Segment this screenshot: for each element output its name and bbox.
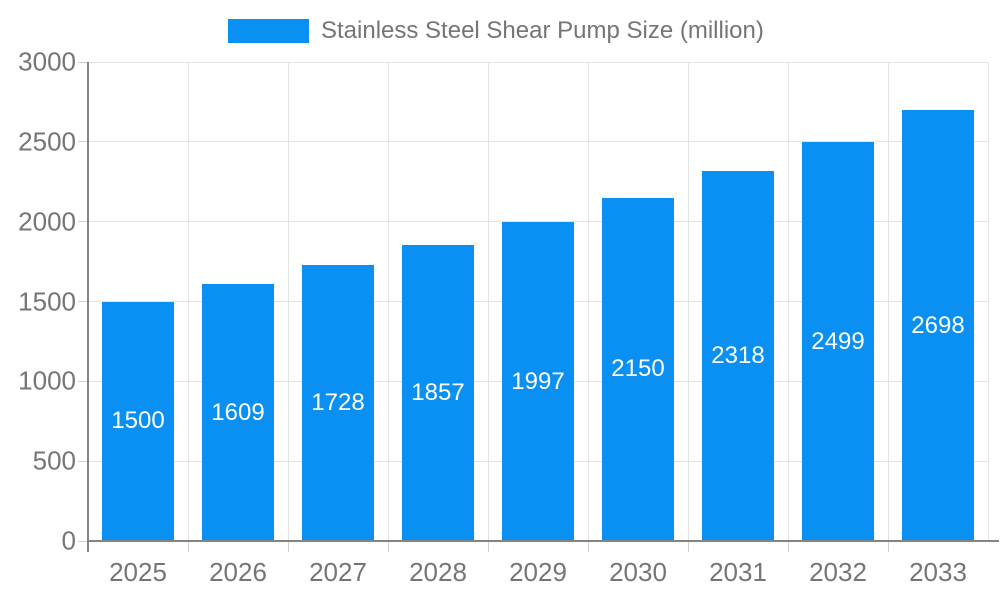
- x-axis-tick: [787, 541, 789, 552]
- gridline-vertical: [487, 62, 489, 541]
- gridline-vertical: [987, 62, 989, 541]
- bar-value-label: 2150: [611, 355, 665, 383]
- x-tick-label: 2029: [509, 557, 567, 587]
- x-tick-label: 2032: [809, 557, 867, 587]
- bar: 1857: [402, 244, 474, 541]
- legend-label: Stainless Steel Shear Pump Size (million…: [321, 17, 764, 44]
- y-axis-tick: [78, 540, 88, 542]
- bar: 1609: [202, 284, 274, 541]
- y-tick-label: 1000: [18, 365, 76, 396]
- legend-swatch: [228, 19, 309, 43]
- x-tick-label: 2030: [609, 557, 667, 587]
- x-tick-label: 2028: [409, 557, 467, 587]
- bar: 2318: [702, 170, 774, 541]
- y-tick-label: 3000: [18, 46, 76, 77]
- x-tick-label: 2033: [909, 557, 967, 587]
- bar-value-label: 1728: [311, 389, 365, 417]
- x-axis-tick: [587, 541, 589, 552]
- x-tick-label: 2025: [109, 557, 167, 587]
- y-tick-label: 1500: [18, 286, 76, 316]
- x-axis-tick: [287, 541, 289, 552]
- gridline-horizontal: [88, 141, 988, 143]
- bar: 2150: [602, 197, 674, 541]
- y-axis-tick: [78, 380, 88, 382]
- y-tick-label: 2500: [18, 126, 76, 157]
- plot-area: 1500 1609 1728 1857 1997 2150 2318 2499 2698: [78, 61, 989, 552]
- gridline-vertical: [887, 62, 889, 541]
- x-axis-tick: [687, 541, 689, 552]
- legend-item[interactable]: Stainless Steel Shear Pump Size (million…: [228, 17, 764, 44]
- x-tick-label: 2026: [209, 557, 267, 587]
- bar: 2698: [902, 110, 974, 541]
- bar: 1728: [302, 265, 374, 541]
- gridline-vertical: [387, 62, 389, 541]
- y-tick-label: 2000: [18, 206, 76, 237]
- bar: 1997: [502, 222, 574, 541]
- gridline-vertical: [687, 62, 689, 541]
- gridline-vertical: [787, 62, 789, 541]
- bar-value-label: 1500: [111, 407, 165, 435]
- y-axis-tick: [78, 141, 88, 143]
- x-axis-tick: [387, 541, 389, 552]
- x-axis-tick: [887, 541, 889, 552]
- y-axis-line: [87, 62, 89, 552]
- bar-value-label: 2499: [811, 327, 865, 355]
- y-axis-tick: [78, 460, 88, 462]
- y-tick-label: 500: [32, 445, 76, 476]
- x-axis-tick: [187, 541, 189, 552]
- x-axis-line: [88, 540, 999, 542]
- gridline-horizontal: [88, 61, 988, 63]
- gridline-vertical: [187, 62, 189, 541]
- y-axis-tick: [78, 61, 88, 63]
- bar-value-label: 2318: [711, 341, 765, 369]
- gridline-vertical: [587, 62, 589, 541]
- bar-value-label: 2698: [911, 311, 965, 339]
- y-tick-label: 0: [61, 525, 76, 556]
- bar: 2499: [802, 142, 874, 541]
- gridline-horizontal: [88, 221, 988, 223]
- bar-value-label: 1857: [411, 378, 465, 406]
- y-axis-tick: [78, 301, 88, 302]
- y-axis-tick: [78, 221, 88, 223]
- bar: 1500: [102, 301, 174, 541]
- gridline-vertical: [287, 62, 289, 541]
- x-tick-label: 2031: [709, 557, 767, 587]
- bar-value-label: 1609: [211, 398, 265, 426]
- bar-value-label: 1997: [511, 367, 565, 395]
- x-axis-tick: [487, 541, 489, 552]
- x-tick-label: 2027: [309, 557, 367, 587]
